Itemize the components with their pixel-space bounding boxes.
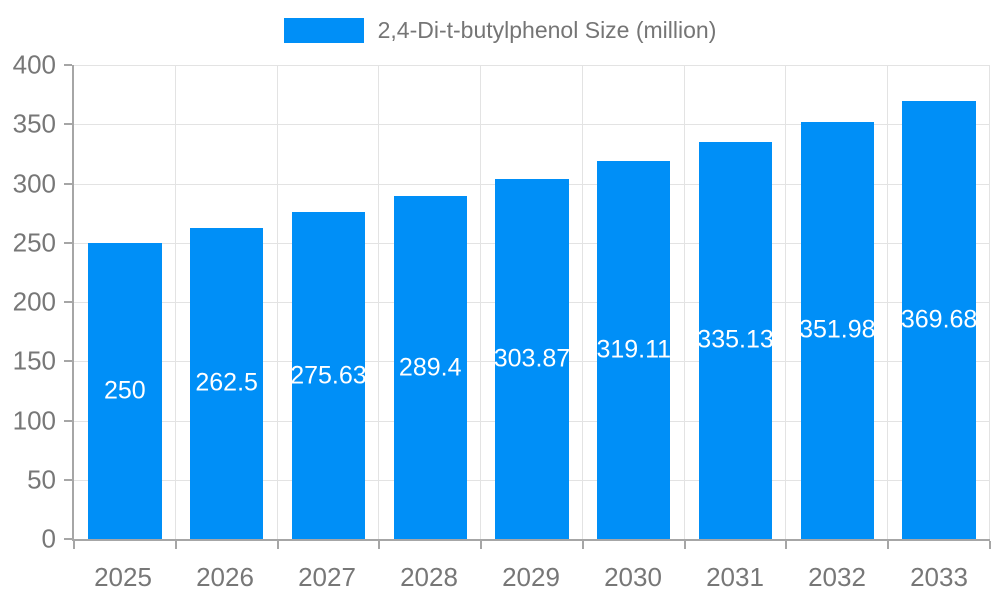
x-gridline: [480, 65, 482, 539]
y-tick-label: 200: [12, 286, 56, 317]
x-gridline: [378, 65, 380, 539]
y-tick-mark: [64, 301, 72, 303]
x-tick-label: 2029: [502, 562, 560, 592]
x-tick-mark: [73, 541, 75, 549]
y-tick-label: 350: [12, 108, 56, 139]
x-tick-mark: [378, 541, 381, 549]
x-gridline: [785, 65, 787, 539]
bar-value-label: 319.11: [596, 335, 672, 364]
y-gridline: [74, 124, 990, 126]
x-tick-label: 2025: [94, 562, 152, 592]
y-tick-label: 300: [12, 168, 56, 198]
y-tick-mark: [64, 182, 72, 185]
x-axis-labels: 2025 2026 2027 2028 2029 2030 2031 2032 2033: [72, 552, 990, 592]
legend-label: 2,4-Di-t-butylphenol Size (million): [377, 16, 717, 43]
y-tick-label: 250: [12, 227, 56, 258]
y-tick-mark: [64, 478, 72, 481]
bar-value-label: 250: [104, 376, 146, 405]
plot-area: 250 262.5 275.63 289.4 303.87 319.11 335.13 351…: [64, 64, 991, 549]
y-tick-label: 150: [12, 345, 56, 376]
x-gridline: [989, 65, 990, 539]
bar-value-label: 369.68: [900, 305, 978, 334]
bar-value-label: 262.5: [195, 368, 258, 397]
y-axis-labels: 0 50 100 150 200 250 300 350 400: [0, 50, 58, 554]
bar: 289.4: [393, 196, 467, 539]
x-tick-mark: [887, 541, 890, 549]
y-tick-label: 50: [27, 464, 56, 495]
y-tick-mark: [64, 241, 72, 244]
x-gridline: [887, 65, 889, 539]
x-tick-mark: [581, 541, 584, 549]
bar-value-label: 303.87: [493, 344, 571, 373]
x-gridline: [276, 65, 278, 539]
x-tick-label: 2026: [196, 562, 254, 592]
x-tick-label: 2031: [706, 562, 764, 592]
x-tick-mark: [785, 541, 788, 549]
x-tick-mark: [989, 541, 991, 549]
bar: 262.5: [190, 227, 264, 539]
x-tick-label: 2027: [298, 562, 356, 592]
x-tick-mark: [683, 541, 686, 549]
bar-value-label: 351.98: [799, 315, 876, 344]
x-tick-label: 2033: [910, 562, 968, 592]
y-tick-mark: [64, 123, 72, 126]
bar: 335.13: [697, 141, 774, 539]
x-gridline: [683, 65, 685, 539]
x-tick-label: 2028: [400, 562, 458, 592]
bar-value-label: 335.13: [697, 325, 774, 354]
x-tick-mark: [480, 541, 483, 549]
legend-swatch: [283, 17, 364, 43]
y-tick-mark: [64, 360, 72, 363]
y-tick-mark: [64, 538, 72, 540]
x-tick-mark: [174, 541, 177, 549]
bar-value-label: 275.63: [290, 361, 367, 390]
y-tick-mark: [64, 64, 72, 66]
bar: 275.63: [290, 212, 367, 539]
y-tick-label: 0: [41, 523, 56, 554]
x-gridline: [581, 65, 583, 539]
y-tick-label: 400: [12, 49, 56, 80]
legend-item[interactable]: 2,4-Di-t-butylphenol Size (million): [0, 15, 1000, 45]
bar: 351.98: [799, 121, 876, 539]
bar-value-label: 289.4: [398, 353, 462, 382]
x-tick-label: 2032: [808, 562, 866, 592]
y-tick-label: 100: [12, 405, 56, 435]
y-gridline: [74, 65, 990, 66]
x-tick-label: 2030: [604, 562, 662, 592]
x-tick-mark: [276, 541, 279, 549]
x-gridline: [174, 65, 176, 539]
y-tick-mark: [64, 419, 72, 422]
bar: 319.11: [596, 160, 672, 539]
bar: 303.87: [493, 178, 571, 539]
bar: 250: [88, 242, 162, 539]
bar: 369.68: [900, 100, 978, 539]
